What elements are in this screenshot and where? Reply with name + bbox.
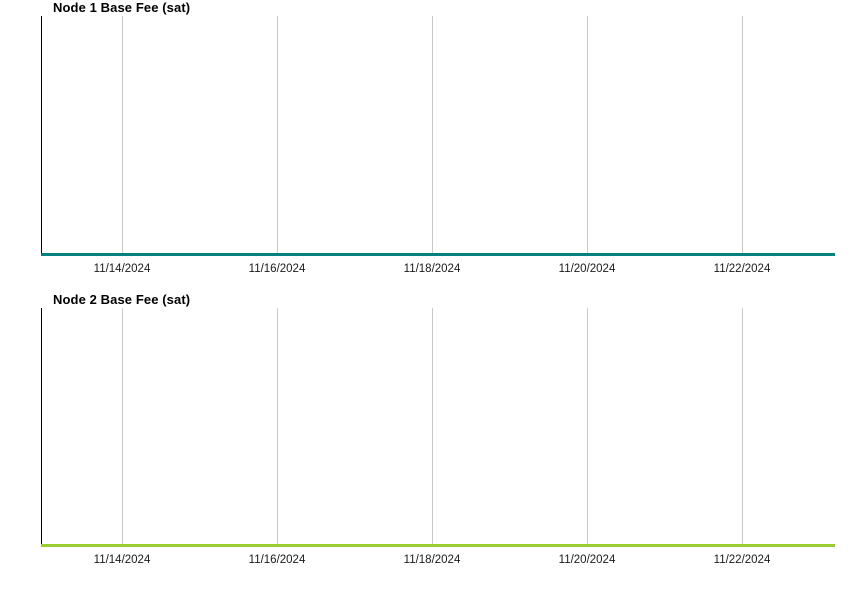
x-tick-label-node-1-3: 11/20/2024 xyxy=(558,263,616,275)
y-axis-line-node-2 xyxy=(41,308,42,547)
gridline-node-1-3 xyxy=(587,16,588,256)
gridline-node-2-1 xyxy=(277,308,278,547)
x-tick-label-node-1-1: 11/16/2024 xyxy=(248,263,306,275)
x-tick-labels-node-1: 11/14/2024 11/16/2024 11/18/2024 11/20/2… xyxy=(41,262,835,278)
x-tick-label-node-2-0: 11/14/2024 xyxy=(93,554,151,566)
plot-area-node-1 xyxy=(41,16,835,256)
gridline-node-2-4 xyxy=(742,308,743,547)
y-axis-line-node-1 xyxy=(41,16,42,256)
x-tick-label-node-2-4: 11/22/2024 xyxy=(713,554,771,566)
x-tick-label-node-1-2: 11/18/2024 xyxy=(403,263,461,275)
chart-title-node-1: Node 1 Base Fee (sat) xyxy=(53,0,191,15)
series-line-node-2-base-fee xyxy=(41,544,835,547)
gridline-node-1-4 xyxy=(742,16,743,256)
x-tick-labels-node-2: 11/14/2024 11/16/2024 11/18/2024 11/20/2… xyxy=(41,553,835,569)
gridline-node-2-2 xyxy=(432,308,433,547)
chart-panel-node-2: Node 2 Base Fee (sat) 11/14/2024 11/16/2… xyxy=(0,292,860,600)
chart-panel-node-1: Node 1 Base Fee (sat) 11/14/2024 11/16/2… xyxy=(0,0,860,292)
gridline-node-2-3 xyxy=(587,308,588,547)
series-line-node-1-base-fee xyxy=(41,253,835,256)
gridline-node-1-1 xyxy=(277,16,278,256)
gridline-node-2-0 xyxy=(122,308,123,547)
chart-title-node-2: Node 2 Base Fee (sat) xyxy=(53,292,191,307)
x-tick-label-node-2-1: 11/16/2024 xyxy=(248,554,306,566)
x-tick-label-node-2-3: 11/20/2024 xyxy=(558,554,616,566)
x-tick-label-node-2-2: 11/18/2024 xyxy=(403,554,461,566)
x-tick-label-node-1-0: 11/14/2024 xyxy=(93,263,151,275)
gridline-node-1-2 xyxy=(432,16,433,256)
gridline-node-1-0 xyxy=(122,16,123,256)
plot-area-node-2 xyxy=(41,308,835,547)
x-tick-label-node-1-4: 11/22/2024 xyxy=(713,263,771,275)
